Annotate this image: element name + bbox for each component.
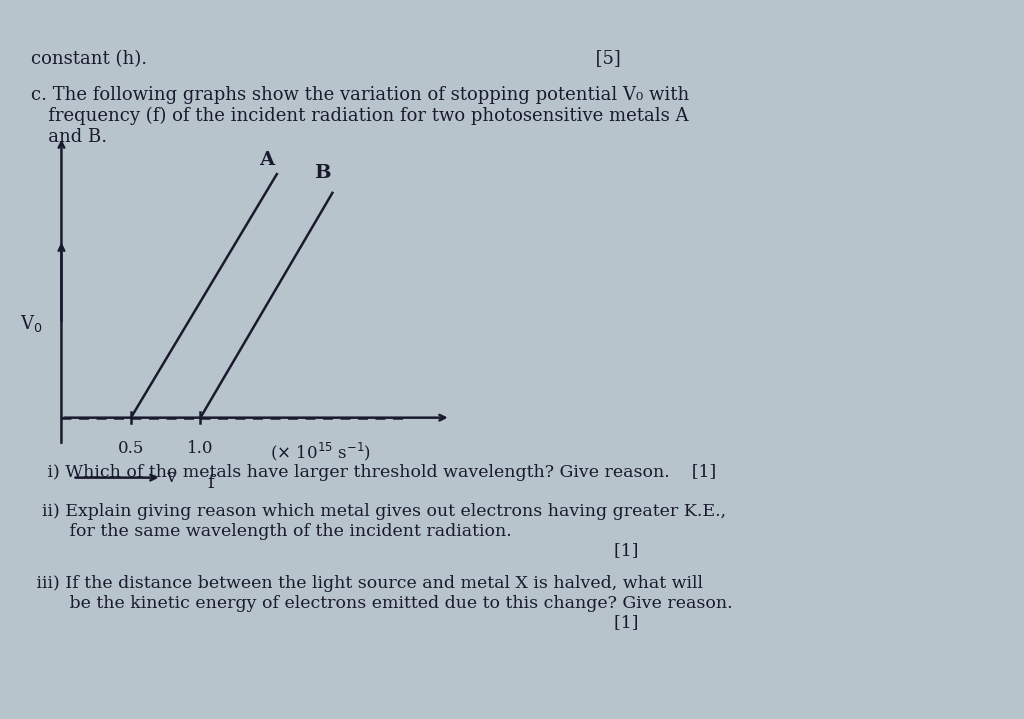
Text: ii) Explain giving reason which metal gives out electrons having greater K.E.,
 : ii) Explain giving reason which metal gi… bbox=[31, 503, 726, 559]
Text: B: B bbox=[314, 164, 331, 182]
Text: i) Which of the metals have larger threshold wavelength? Give reason.    [1]: i) Which of the metals have larger thres… bbox=[31, 464, 716, 481]
Text: f: f bbox=[207, 475, 214, 493]
Text: v: v bbox=[166, 469, 175, 486]
Text: constant (h).                                                                   : constant (h). bbox=[31, 50, 621, 68]
Text: V$_0$: V$_0$ bbox=[19, 313, 42, 334]
Text: A: A bbox=[259, 151, 273, 169]
Text: ($\times$ 10$^{15}$ s$^{-1}$): ($\times$ 10$^{15}$ s$^{-1}$) bbox=[270, 440, 371, 462]
Text: c. The following graphs show the variation of stopping potential V₀ with
   freq: c. The following graphs show the variati… bbox=[31, 86, 689, 146]
Text: 0.5: 0.5 bbox=[118, 440, 144, 457]
Text: 1.0: 1.0 bbox=[187, 440, 214, 457]
Text: iii) If the distance between the light source and metal X is halved, what will
 : iii) If the distance between the light s… bbox=[31, 575, 732, 631]
